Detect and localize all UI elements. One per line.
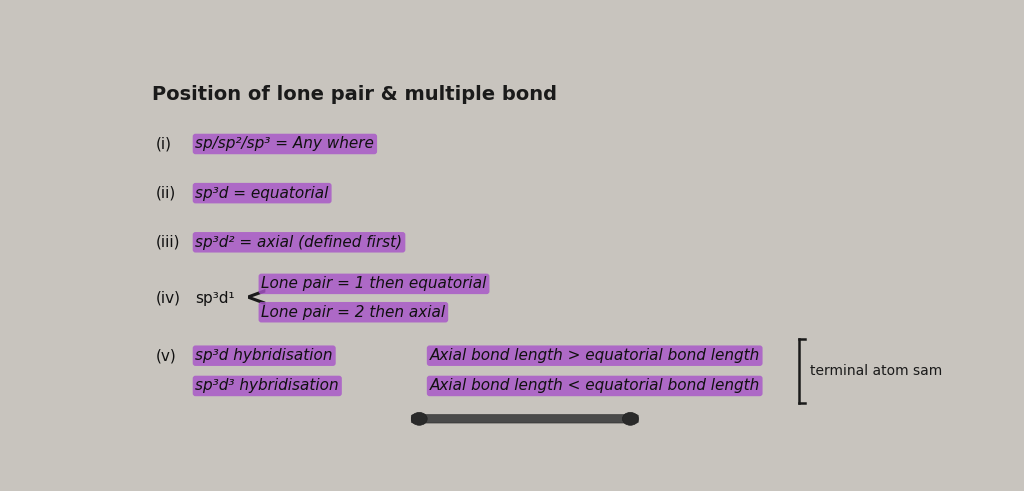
Text: (iii): (iii) [156,235,180,250]
FancyBboxPatch shape [412,415,638,423]
Text: (ii): (ii) [156,186,176,201]
Text: sp³d = equatorial: sp³d = equatorial [196,186,329,201]
Ellipse shape [412,412,427,425]
Text: Lone pair = 1 then equatorial: Lone pair = 1 then equatorial [261,276,486,291]
Text: (iv): (iv) [156,291,181,305]
Text: Lone pair = 2 then axial: Lone pair = 2 then axial [261,305,445,320]
Text: sp³d¹: sp³d¹ [196,291,236,305]
Text: (v): (v) [156,348,176,363]
Text: sp³d hybridisation: sp³d hybridisation [196,348,333,363]
Text: sp³d³ hybridisation: sp³d³ hybridisation [196,379,339,393]
Text: (i): (i) [156,136,172,152]
Text: terminal atom sam: terminal atom sam [811,364,943,378]
Ellipse shape [623,412,638,425]
Text: Position of lone pair & multiple bond: Position of lone pair & multiple bond [152,85,557,105]
Text: <: < [246,284,269,312]
Text: Axial bond length > equatorial bond length: Axial bond length > equatorial bond leng… [430,348,760,363]
Text: Axial bond length < equatorial bond length: Axial bond length < equatorial bond leng… [430,379,760,393]
Text: sp³d² = axial (defined first): sp³d² = axial (defined first) [196,235,402,250]
Text: sp/sp²/sp³ = Any where: sp/sp²/sp³ = Any where [196,136,375,152]
